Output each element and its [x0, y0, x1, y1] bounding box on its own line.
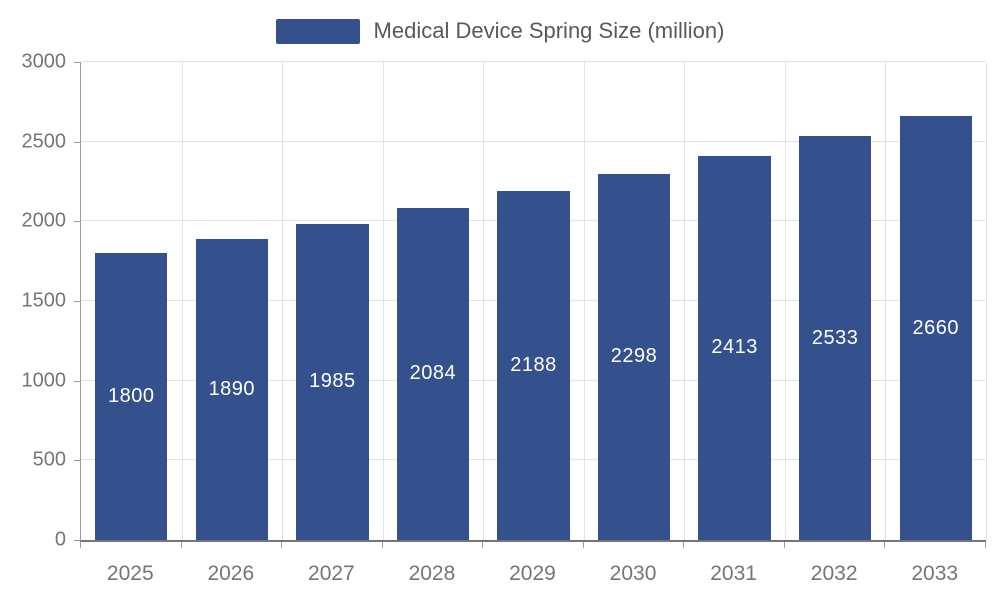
y-tick-mark: [74, 460, 80, 462]
y-tick-label: 2500: [21, 130, 67, 153]
gridline-horizontal: [81, 140, 986, 142]
bar-2026: 1890: [195, 238, 269, 540]
x-tick-label: 2029: [509, 562, 556, 585]
y-tick-mark: [74, 301, 80, 302]
plot-area: 1800 1890 1985 2084 2188 2298 2413 2533 2660: [80, 61, 987, 542]
legend-label[interactable]: Medical Device Spring Size (million): [373, 18, 725, 43]
x-tick-label: 2027: [308, 562, 355, 585]
y-tick-mark: [74, 380, 80, 382]
bar-2033: 2660: [899, 116, 972, 540]
bar-2027: 1985: [296, 223, 369, 540]
x-tick-mark: [884, 542, 886, 548]
bar-value-label: 2188: [510, 354, 557, 377]
gridline-vertical: [583, 62, 585, 540]
y-tick-label: 1000: [21, 369, 67, 392]
bar-2029: 2188: [497, 191, 570, 540]
bar-2031: 2413: [698, 155, 771, 540]
x-tick-mark: [180, 542, 182, 548]
y-tick-mark: [74, 540, 80, 541]
bar-value-label: 2533: [811, 326, 859, 349]
gridline-vertical: [885, 62, 887, 540]
bar-2032: 2533: [798, 136, 872, 540]
x-tick-label: 2026: [207, 562, 255, 585]
x-tick-label: 2030: [609, 562, 657, 585]
y-axis-tick-labels: 0 500 1000 1500 2000 2500 3000: [0, 51, 80, 551]
gridline-vertical: [986, 62, 987, 540]
x-tick-label: 2032: [810, 562, 858, 585]
y-tick-label: 500: [32, 448, 66, 471]
x-tick-mark: [783, 542, 785, 548]
bar-value-label: 1890: [208, 377, 256, 400]
y-tick-mark: [74, 221, 80, 223]
x-tick-mark: [582, 542, 584, 548]
y-tick-label: 3000: [21, 50, 67, 73]
gridline-vertical: [181, 62, 183, 540]
legend[interactable]: Medical Device Spring Size (million): [0, 16, 1000, 46]
gridline-vertical: [282, 62, 284, 540]
x-tick-mark: [281, 542, 283, 548]
y-tick-mark: [74, 62, 80, 63]
gridline-horizontal: [81, 61, 986, 62]
x-tick-mark: [683, 542, 685, 548]
legend-swatch[interactable]: [275, 18, 360, 44]
gridline-vertical: [784, 62, 786, 540]
gridline-vertical: [483, 62, 485, 540]
x-tick-label: 2028: [408, 562, 456, 585]
y-tick-label: 0: [54, 528, 66, 551]
bar-value-label: 2084: [409, 362, 457, 385]
bar-2030: 2298: [597, 173, 671, 540]
x-tick-label: 2033: [911, 562, 959, 585]
gridline-vertical: [382, 62, 384, 540]
x-tick-mark: [80, 542, 81, 548]
bar-value-label: 1985: [309, 370, 356, 393]
x-tick-label: 2025: [106, 562, 154, 585]
bar-value-label: 2413: [711, 336, 758, 359]
gridline-vertical: [684, 62, 686, 540]
x-tick-label: 2031: [710, 562, 757, 585]
y-tick-mark: [74, 141, 80, 143]
y-tick-label: 1500: [21, 289, 67, 312]
bar-value-label: 2660: [912, 316, 959, 339]
y-tick-label: 2000: [21, 209, 67, 232]
bar-2025: 1800: [95, 253, 168, 540]
bar-value-label: 2298: [610, 345, 658, 368]
bar-value-label: 1800: [108, 385, 155, 408]
x-axis-tick-labels: 2025 2026 2027 2028 2029 2030 2031 2032 2033: [80, 540, 986, 600]
x-tick-mark: [482, 542, 484, 548]
x-tick-mark: [381, 542, 383, 548]
bar-2028: 2084: [396, 207, 470, 540]
x-tick-mark: [985, 542, 986, 548]
